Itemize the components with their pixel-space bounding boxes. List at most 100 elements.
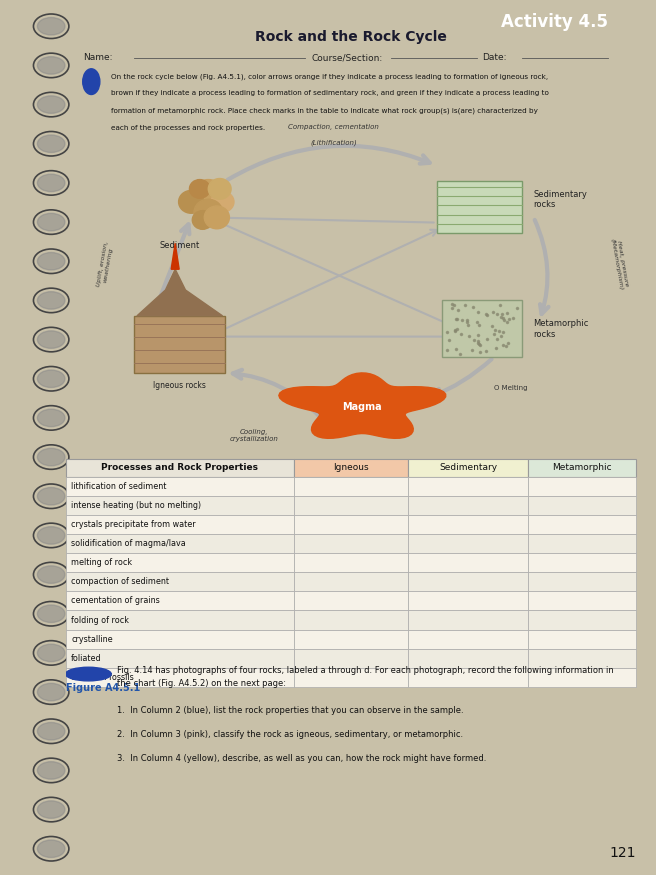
- FancyBboxPatch shape: [66, 630, 294, 648]
- Circle shape: [66, 668, 112, 681]
- FancyBboxPatch shape: [408, 572, 528, 592]
- Text: Igneous rocks: Igneous rocks: [154, 381, 206, 389]
- FancyBboxPatch shape: [528, 477, 636, 496]
- FancyBboxPatch shape: [294, 592, 408, 611]
- FancyBboxPatch shape: [66, 496, 294, 515]
- Polygon shape: [279, 373, 445, 438]
- FancyBboxPatch shape: [294, 611, 408, 630]
- FancyBboxPatch shape: [294, 534, 408, 553]
- Text: Heat, pressure
(Metamorphism): Heat, pressure (Metamorphism): [609, 237, 629, 290]
- Text: crystalline: crystalline: [72, 634, 113, 644]
- Text: Compaction, cementation: Compaction, cementation: [289, 123, 379, 130]
- FancyBboxPatch shape: [66, 534, 294, 553]
- FancyBboxPatch shape: [294, 648, 408, 668]
- FancyBboxPatch shape: [294, 572, 408, 592]
- FancyBboxPatch shape: [528, 668, 636, 687]
- FancyBboxPatch shape: [408, 458, 528, 477]
- Text: Figure A4.5.1: Figure A4.5.1: [66, 682, 140, 693]
- Text: Name:: Name:: [83, 53, 112, 62]
- Ellipse shape: [37, 96, 65, 114]
- Ellipse shape: [37, 487, 65, 505]
- Text: On the rock cycle below (Fig. A4.5.1), color arrows orange if they indicate a pr: On the rock cycle below (Fig. A4.5.1), c…: [112, 73, 548, 80]
- FancyBboxPatch shape: [437, 181, 522, 233]
- FancyBboxPatch shape: [294, 668, 408, 687]
- Text: Cooling,
crystallization: Cooling, crystallization: [230, 429, 278, 442]
- FancyBboxPatch shape: [408, 515, 528, 534]
- FancyBboxPatch shape: [408, 534, 528, 553]
- Ellipse shape: [37, 723, 65, 740]
- Text: the chart (Fig. A4.5.2) on the next page:: the chart (Fig. A4.5.2) on the next page…: [117, 679, 286, 688]
- Text: 1.  In Column 2 (blue), list the rock properties that you can observe in the sam: 1. In Column 2 (blue), list the rock pro…: [117, 706, 464, 716]
- Text: Processes and Rock Properties: Processes and Rock Properties: [101, 463, 258, 472]
- Text: Uplift, erosion,
weathering: Uplift, erosion, weathering: [96, 241, 115, 288]
- FancyBboxPatch shape: [294, 477, 408, 496]
- FancyArrowPatch shape: [432, 360, 491, 397]
- FancyBboxPatch shape: [66, 572, 294, 592]
- FancyBboxPatch shape: [294, 515, 408, 534]
- FancyBboxPatch shape: [408, 553, 528, 572]
- FancyBboxPatch shape: [408, 496, 528, 515]
- Ellipse shape: [37, 840, 65, 858]
- Ellipse shape: [37, 566, 65, 584]
- Text: 2.  In Column 3 (pink), classify the rock as igneous, sedimentary, or metamorphi: 2. In Column 3 (pink), classify the rock…: [117, 731, 463, 739]
- Ellipse shape: [37, 253, 65, 270]
- Polygon shape: [137, 270, 222, 316]
- Text: Rock and the Rock Cycle: Rock and the Rock Cycle: [255, 30, 447, 44]
- FancyBboxPatch shape: [408, 668, 528, 687]
- Ellipse shape: [37, 801, 65, 818]
- FancyBboxPatch shape: [66, 515, 294, 534]
- Text: 3.  In Column 4 (yellow), describe, as well as you can, how the rock might have : 3. In Column 4 (yellow), describe, as we…: [117, 754, 486, 763]
- Text: Sediment: Sediment: [159, 241, 200, 249]
- FancyBboxPatch shape: [294, 496, 408, 515]
- FancyBboxPatch shape: [66, 668, 294, 687]
- Circle shape: [192, 211, 213, 229]
- FancyBboxPatch shape: [528, 496, 636, 515]
- FancyBboxPatch shape: [408, 611, 528, 630]
- FancyBboxPatch shape: [66, 477, 294, 496]
- Text: Sedimentary
rocks: Sedimentary rocks: [533, 190, 588, 209]
- FancyBboxPatch shape: [442, 300, 522, 357]
- Text: Igneous: Igneous: [333, 463, 369, 472]
- Text: formation of metamorphic rock. Place check marks in the table to indicate what r: formation of metamorphic rock. Place che…: [112, 108, 538, 114]
- Text: Fig. 4.14 has photographs of four rocks, labeled a through d. For each photograp: Fig. 4.14 has photographs of four rocks,…: [117, 666, 614, 675]
- Text: (Lithification): (Lithification): [310, 139, 358, 145]
- Circle shape: [194, 200, 222, 225]
- FancyBboxPatch shape: [294, 630, 408, 648]
- FancyBboxPatch shape: [528, 515, 636, 534]
- FancyBboxPatch shape: [528, 592, 636, 611]
- Text: Sedimentary: Sedimentary: [439, 463, 497, 472]
- Text: each of the processes and rock properties.: each of the processes and rock propertie…: [112, 124, 266, 130]
- Ellipse shape: [37, 57, 65, 74]
- Ellipse shape: [37, 605, 65, 622]
- FancyBboxPatch shape: [66, 553, 294, 572]
- FancyBboxPatch shape: [66, 611, 294, 630]
- Text: compaction of sediment: compaction of sediment: [72, 578, 169, 586]
- FancyBboxPatch shape: [528, 630, 636, 648]
- FancyBboxPatch shape: [408, 592, 528, 611]
- FancyBboxPatch shape: [294, 553, 408, 572]
- FancyArrowPatch shape: [535, 220, 548, 314]
- Text: Metamorphic
rocks: Metamorphic rocks: [533, 319, 589, 339]
- Text: brown if they indicate a process leading to formation of sedimentary rock, and g: brown if they indicate a process leading…: [112, 90, 549, 96]
- FancyBboxPatch shape: [66, 592, 294, 611]
- Text: crystals precipitate from water: crystals precipitate from water: [72, 520, 196, 529]
- Circle shape: [190, 179, 210, 199]
- Text: common fossils: common fossils: [72, 673, 134, 682]
- Ellipse shape: [37, 370, 65, 388]
- Circle shape: [178, 191, 204, 214]
- FancyBboxPatch shape: [528, 572, 636, 592]
- Ellipse shape: [37, 527, 65, 544]
- Ellipse shape: [37, 448, 65, 466]
- FancyBboxPatch shape: [408, 648, 528, 668]
- Circle shape: [204, 206, 230, 228]
- Text: lithification of sediment: lithification of sediment: [72, 482, 167, 491]
- FancyArrowPatch shape: [158, 224, 190, 303]
- Text: Metamorphic: Metamorphic: [552, 463, 612, 472]
- Ellipse shape: [37, 135, 65, 152]
- Ellipse shape: [37, 174, 65, 192]
- Text: intense heating (but no melting): intense heating (but no melting): [72, 500, 201, 510]
- Ellipse shape: [37, 683, 65, 701]
- Polygon shape: [171, 243, 179, 270]
- Ellipse shape: [37, 644, 65, 662]
- Text: solidification of magma/lava: solidification of magma/lava: [72, 539, 186, 548]
